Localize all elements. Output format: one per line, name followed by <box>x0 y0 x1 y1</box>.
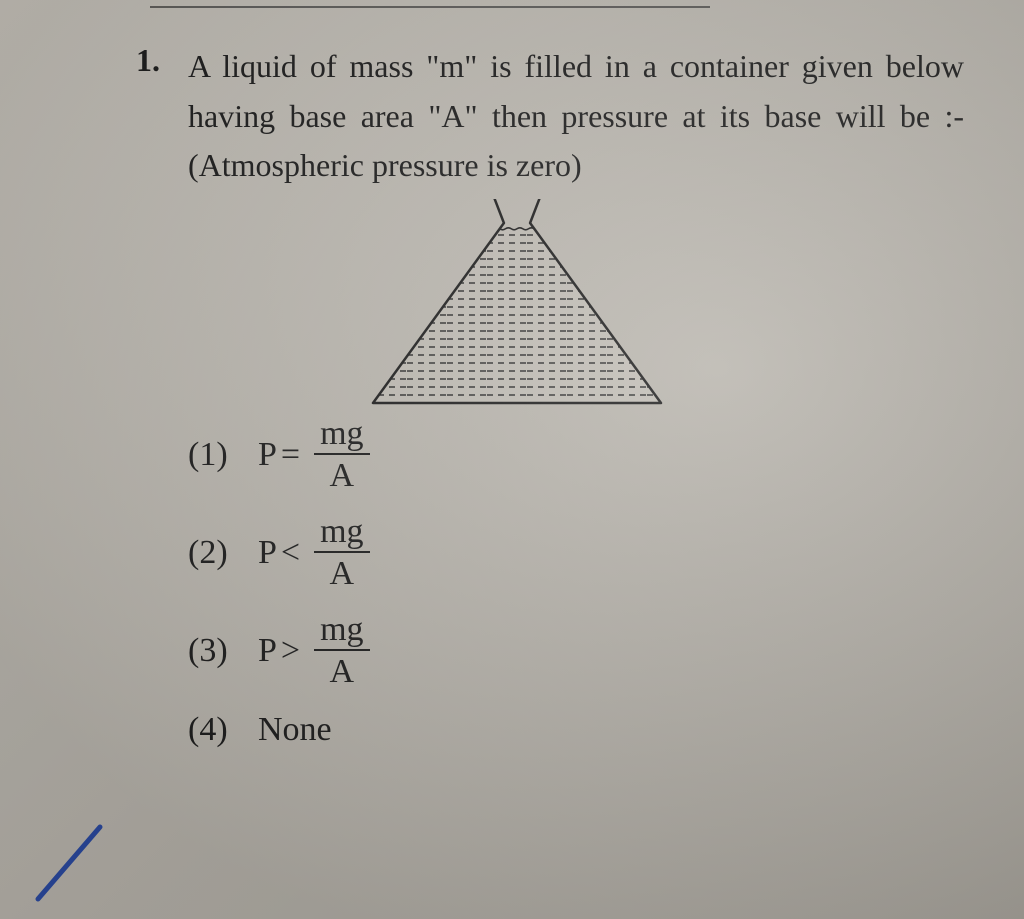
option-lhs: None <box>258 711 332 749</box>
options-list: (1) P = mg A (2) P < mg A (3) P > <box>188 417 974 749</box>
figure-wrap <box>60 199 974 409</box>
option-lhs: P <box>258 534 277 572</box>
top-rule <box>150 6 710 8</box>
option-number: (1) <box>188 436 258 474</box>
fraction-denominator: A <box>324 651 361 689</box>
fraction-denominator: A <box>324 553 361 591</box>
fraction: mg A <box>314 417 369 493</box>
container-figure <box>367 199 667 409</box>
option-lhs: P <box>258 436 277 474</box>
page: 1. A liquid of mass "m" is filled in a c… <box>0 0 1024 919</box>
option-number: (3) <box>188 632 258 670</box>
pen-tick-mark <box>30 819 150 909</box>
question-number: 1. <box>60 42 188 79</box>
fraction: mg A <box>314 613 369 689</box>
option-number: (2) <box>188 534 258 572</box>
option-relation: > <box>281 632 300 670</box>
option-2: (2) P < mg A <box>188 515 974 591</box>
fraction-numerator: mg <box>314 613 369 649</box>
question-text: A liquid of mass "m" is filled in a cont… <box>188 42 974 191</box>
option-1: (1) P = mg A <box>188 417 974 493</box>
option-lhs: P <box>258 632 277 670</box>
option-relation: < <box>281 534 300 572</box>
option-number: (4) <box>188 711 258 749</box>
question-row: 1. A liquid of mass "m" is filled in a c… <box>60 42 974 191</box>
option-3: (3) P > mg A <box>188 613 974 689</box>
fraction-numerator: mg <box>314 515 369 551</box>
fraction-denominator: A <box>324 455 361 493</box>
fraction-numerator: mg <box>314 417 369 453</box>
fraction: mg A <box>314 515 369 591</box>
option-relation: = <box>281 436 300 474</box>
option-4: (4) None <box>188 711 974 749</box>
